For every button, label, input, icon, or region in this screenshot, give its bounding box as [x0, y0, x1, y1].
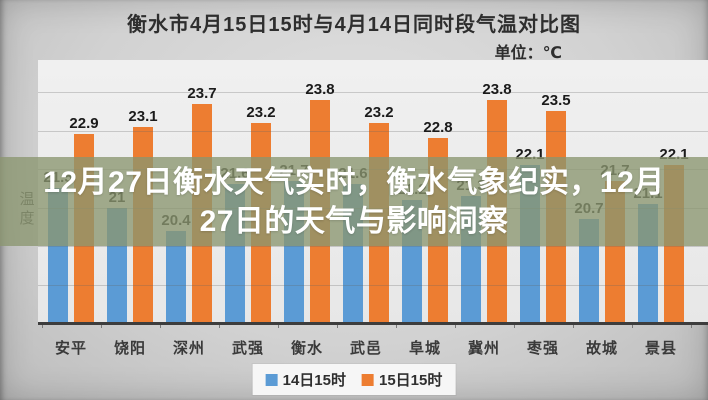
- x-axis-label-景县: 景县: [644, 340, 678, 357]
- bar-14日15时-深州: [166, 230, 186, 324]
- bar-value-label: 22.8: [423, 119, 453, 137]
- x-axis-label-饶阳: 饶阳: [113, 340, 147, 357]
- chart-title: 衡水市4月15日15时与4月14日同时段气温对比图: [127, 14, 581, 36]
- x-axis-line: [38, 322, 708, 325]
- axis-tick: [218, 324, 220, 328]
- overlay-text-line2: 27日的天气与影响洞察: [199, 204, 509, 238]
- x-axis-label-衡水: 衡水: [290, 340, 324, 357]
- gridline: [38, 92, 708, 93]
- axis-tick: [690, 324, 692, 328]
- unit-label: 单位：℃: [494, 45, 562, 62]
- bar-value-label: 23.7: [187, 84, 217, 102]
- bar-value-label: 23.5: [541, 92, 571, 110]
- x-axis-label-阜城: 阜城: [408, 340, 442, 357]
- axis-tick: [41, 324, 43, 328]
- axis-tick: [454, 324, 456, 328]
- axis-tick: [159, 324, 161, 328]
- axis-tick: [336, 324, 338, 328]
- legend-label: 15日15时: [379, 372, 443, 389]
- axis-tick: [395, 324, 397, 328]
- legend-swatch: [265, 373, 278, 386]
- bar-value-label: 23.1: [128, 107, 158, 125]
- bar-value-label: 23.8: [482, 80, 512, 98]
- x-axis-label-武强: 武强: [231, 340, 265, 357]
- gridline: [38, 130, 708, 132]
- legend-item: 14日15时: [265, 369, 346, 390]
- bar-value-label: 23.2: [246, 103, 276, 121]
- overlay-text-line1: 12月27日衡水天气实时，衡水气象纪实，12月: [43, 165, 665, 199]
- gridline: [38, 284, 708, 286]
- legend: 14日15时 15日15时: [252, 364, 456, 395]
- bar-value-label: 22.9: [69, 115, 99, 133]
- bar-value-label: 23.8: [305, 80, 335, 98]
- x-axis-label-安平: 安平: [54, 340, 88, 357]
- legend-label: 14日15时: [282, 372, 346, 389]
- bar-value-label: 23.2: [364, 103, 394, 121]
- axis-tick: [572, 324, 574, 328]
- x-axis-label-故城: 故城: [585, 340, 619, 357]
- axis-tick: [277, 324, 279, 328]
- axis-tick: [631, 324, 633, 328]
- overlay-banner: 12月27日衡水天气实时，衡水气象纪实，12月 27日的天气与影响洞察: [0, 157, 708, 246]
- x-axis-label-深州: 深州: [172, 340, 206, 357]
- x-axis-label-枣强: 枣强: [526, 340, 560, 357]
- gridline: [38, 246, 708, 247]
- legend-swatch: [362, 373, 374, 386]
- x-axis-label-武邑: 武邑: [349, 340, 383, 357]
- x-axis-label-冀州: 冀州: [467, 340, 501, 357]
- legend-item: 15日15时: [362, 369, 442, 390]
- axis-tick: [100, 324, 102, 328]
- axis-tick: [513, 324, 515, 328]
